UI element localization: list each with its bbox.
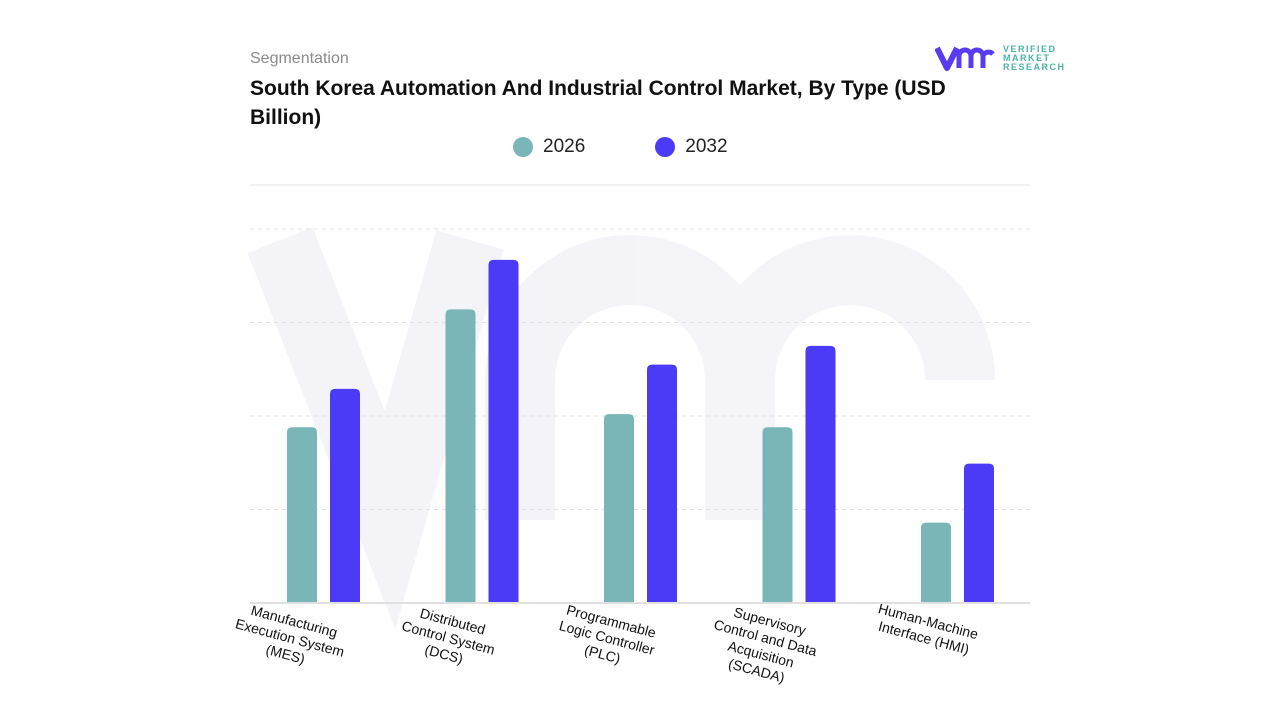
bar-2032-2[interactable] [647,364,677,603]
x-tick-label: SupervisoryControl and DataAcquisition(S… [703,600,823,692]
x-tick-label: DistributedControl System(DCS) [396,601,501,674]
bar-2026-2[interactable] [604,414,634,603]
bar-2026-4[interactable] [921,522,951,603]
bar-2032-1[interactable] [488,259,519,603]
legend-swatch-2026 [513,137,533,157]
watermark [247,227,995,630]
legend-label-2026: 2026 [543,136,586,157]
segment-label: Segmentation [250,50,349,67]
svg-text:ProgrammableLogic Controller(P: ProgrammableLogic Controller(PLC) [553,601,661,675]
x-tick-label: Human-MachineInterface (HMI) [872,600,981,659]
bar-2032-0[interactable] [330,388,360,603]
svg-text:Human-MachineInterface (HMI): Human-MachineInterface (HMI) [872,600,980,659]
legend-swatch-2032 [655,137,676,157]
x-tick-label: ProgrammableLogic Controller(PLC) [553,601,661,675]
x-tick-label: ManufacturingExecution System(MES) [229,599,350,676]
legend-item-2026[interactable]: 2026 [513,136,585,158]
svg-text:ManufacturingExecution System(: ManufacturingExecution System(MES) [229,599,350,676]
legend-item-2032[interactable]: 2032 [655,136,728,158]
legend: 2026 2032 [513,136,728,158]
legend-label-2032: 2032 [685,136,728,157]
svg-text:SupervisoryControl and DataAcq: SupervisoryControl and DataAcquisition(S… [703,600,823,692]
logo-text: VERIFIED MARKET RESEARCH [1003,43,1066,72]
chart-title: South Korea Automation And Industrial Co… [250,77,946,129]
bar-2026-3[interactable] [762,427,793,603]
bar-2032-4[interactable] [964,463,994,603]
svg-text:DistributedControl System(DCS): DistributedControl System(DCS) [396,601,501,674]
bar-2026-0[interactable] [287,427,317,603]
vmr-logo-icon [935,46,995,71]
bar-2032-3[interactable] [805,345,836,603]
logo: VERIFIED MARKET RESEARCH [935,44,1066,72]
bar-2026-1[interactable] [445,309,476,603]
